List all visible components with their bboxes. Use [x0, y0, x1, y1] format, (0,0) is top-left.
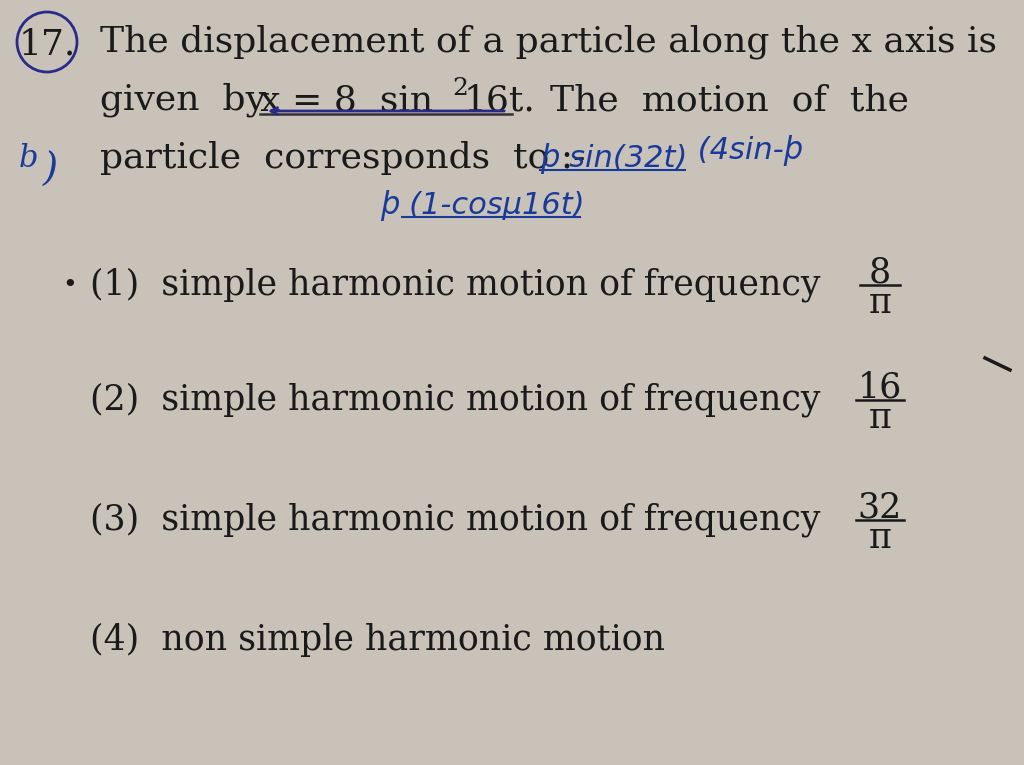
Text: 16: 16: [858, 370, 902, 404]
Text: 2: 2: [452, 76, 468, 99]
Text: ): ): [42, 151, 57, 188]
Text: particle  corresponds  to :-: particle corresponds to :-: [100, 141, 586, 175]
Text: 16t.: 16t.: [464, 83, 536, 117]
Text: The  motion  of  the: The motion of the: [527, 83, 909, 117]
Text: The displacement of a particle along the x axis is: The displacement of a particle along the…: [100, 24, 997, 59]
Text: (3)  simple harmonic motion of frequency: (3) simple harmonic motion of frequency: [90, 503, 831, 537]
Text: π: π: [868, 401, 892, 435]
Text: π: π: [868, 286, 892, 320]
Text: (1)  simple harmonic motion of frequency: (1) simple harmonic motion of frequency: [90, 268, 831, 302]
Text: b: b: [18, 142, 38, 174]
Text: (4sin-ϸ: (4sin-ϸ: [688, 135, 803, 165]
Text: ϸ (1-cosµ16t): ϸ (1-cosµ16t): [380, 190, 585, 220]
Text: π: π: [868, 521, 892, 555]
Text: 17.: 17.: [18, 27, 76, 61]
Text: given  by: given by: [100, 83, 289, 117]
Text: 32: 32: [858, 490, 902, 524]
Text: •: •: [62, 274, 78, 297]
Text: ϸ sin(32t): ϸ sin(32t): [540, 142, 687, 174]
Text: 8: 8: [869, 255, 891, 289]
Text: (4)  non simple harmonic motion: (4) non simple harmonic motion: [90, 623, 665, 657]
Text: x = 8  sin: x = 8 sin: [260, 83, 433, 117]
Text: (2)  simple harmonic motion of frequency: (2) simple harmonic motion of frequency: [90, 382, 831, 417]
